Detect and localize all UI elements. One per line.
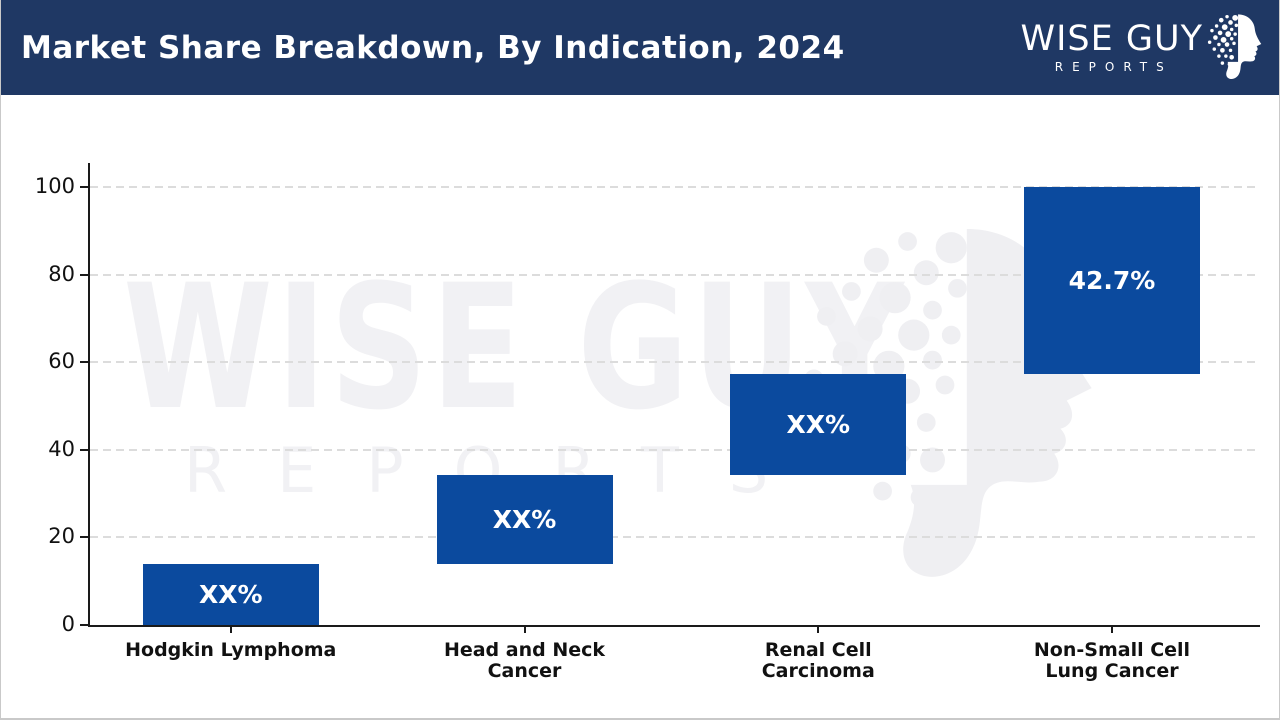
x-category-label: Head and Neck Cancer xyxy=(375,640,675,682)
y-tick-label: 20 xyxy=(48,524,75,549)
bar-value-label: 42.7% xyxy=(1068,266,1156,295)
logo-wordmark: WISE GUY xyxy=(1020,18,1203,59)
x-category-label-line: Head and Neck xyxy=(443,639,606,661)
x-category-label-line: Non-Small Cell xyxy=(1033,639,1191,661)
x-category-label-line: Hodgkin Lymphoma xyxy=(125,639,337,661)
bar-4: 42.7% xyxy=(1024,187,1200,375)
x-tick-mark xyxy=(817,626,820,633)
x-category-label-line: Carcinoma xyxy=(761,660,875,682)
bar-value-label: XX% xyxy=(492,505,557,535)
x-tick-mark xyxy=(1111,626,1113,633)
logo-text: WISE GUY REPORTS xyxy=(1020,18,1203,74)
header-bar: Market Share Breakdown, By Indication, 2… xyxy=(1,0,1279,95)
y-tick-label: 100 xyxy=(34,174,75,198)
y-tick-mark xyxy=(80,536,89,539)
gridline-80 xyxy=(90,273,1259,276)
y-tick-mark xyxy=(80,448,89,451)
logo-head-icon xyxy=(1205,10,1263,86)
bar-2: XX% xyxy=(436,475,613,565)
gridline-40 xyxy=(90,448,1259,451)
x-category-label: Non-Small Cell Lung Cancer xyxy=(962,640,1262,682)
bar-value-label: XX% xyxy=(786,409,851,439)
bar-value-label: XX% xyxy=(198,580,263,610)
x-tick-mark xyxy=(523,626,526,633)
wise-guy-reports-logo: WISE GUY REPORTS xyxy=(1020,10,1263,86)
y-tick-label: 80 xyxy=(48,261,75,286)
y-tick-mark xyxy=(80,361,89,364)
y-tick-mark xyxy=(80,186,89,188)
y-tick-mark xyxy=(80,624,89,626)
x-category-label: Hodgkin Lymphoma xyxy=(81,640,381,661)
x-tick-mark xyxy=(229,626,232,633)
y-tick-label: 60 xyxy=(48,349,75,374)
bar-3: XX% xyxy=(730,374,907,475)
y-axis-line xyxy=(88,163,90,627)
bar-1: XX% xyxy=(142,564,319,625)
page-title: Market Share Breakdown, By Indication, 2… xyxy=(21,29,845,66)
x-category-label: Renal Cell Carcinoma xyxy=(668,640,968,682)
y-tick-label: 0 xyxy=(61,612,75,636)
logo-subtitle: REPORTS xyxy=(1054,59,1173,74)
x-axis-line xyxy=(88,625,1260,627)
x-category-label-line: Lung Cancer xyxy=(1045,660,1179,682)
y-tick-mark xyxy=(80,273,89,276)
gridline-60 xyxy=(90,361,1259,364)
y-tick-label: 40 xyxy=(48,436,75,461)
gridline-100 xyxy=(90,186,1259,188)
x-category-label-line: Renal Cell xyxy=(764,639,872,661)
x-category-label-line: Cancer xyxy=(487,660,562,682)
gridline-20 xyxy=(90,536,1259,539)
